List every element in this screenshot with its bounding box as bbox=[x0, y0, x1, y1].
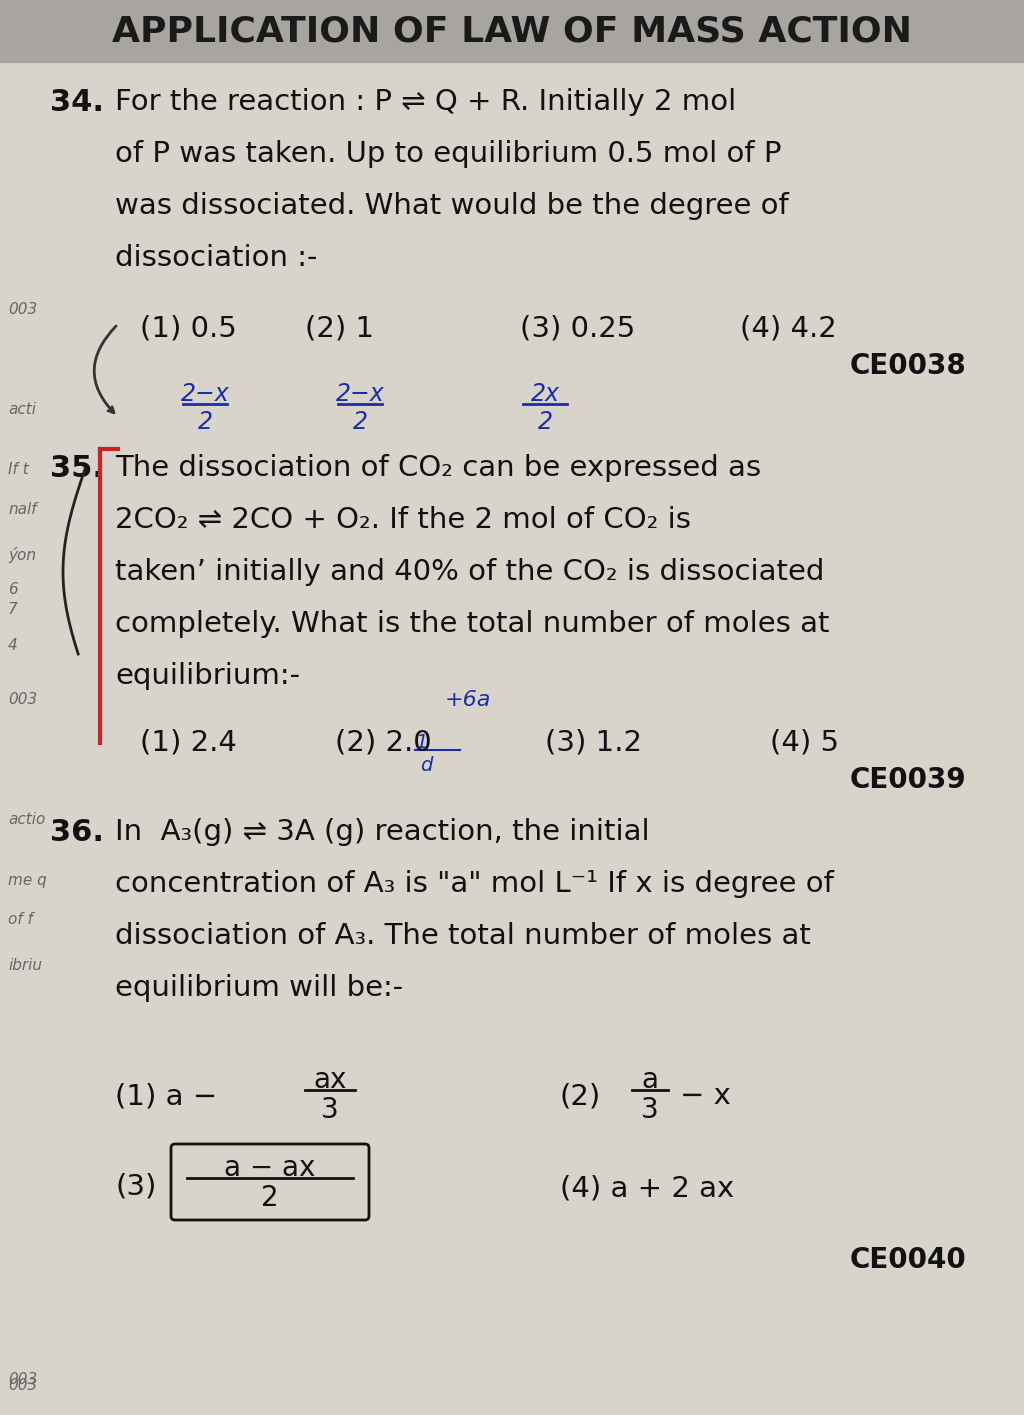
Text: The dissociation of CO₂ can be expressed as: The dissociation of CO₂ can be expressed… bbox=[115, 454, 761, 483]
Text: ýon: ýon bbox=[8, 548, 36, 563]
Text: (1) a −: (1) a − bbox=[115, 1082, 217, 1109]
Text: dissociation :-: dissociation :- bbox=[115, 243, 317, 272]
Text: (2) 2.0: (2) 2.0 bbox=[335, 727, 432, 756]
Text: equilibrium will be:-: equilibrium will be:- bbox=[115, 974, 403, 1002]
Text: 36.: 36. bbox=[50, 818, 104, 848]
Text: 2x: 2x bbox=[530, 382, 559, 406]
Text: 003: 003 bbox=[8, 692, 37, 708]
Text: was dissociated. What would be the degree of: was dissociated. What would be the degre… bbox=[115, 192, 788, 219]
Text: (4) 4.2: (4) 4.2 bbox=[740, 314, 837, 342]
Text: (2) 1: (2) 1 bbox=[305, 314, 374, 342]
Text: (1) 0.5: (1) 0.5 bbox=[140, 314, 237, 342]
Text: CE0038: CE0038 bbox=[850, 352, 967, 381]
Text: (3) 1.2: (3) 1.2 bbox=[545, 727, 642, 756]
Text: 2−x: 2−x bbox=[336, 382, 384, 406]
Text: a − ax: a − ax bbox=[224, 1155, 315, 1182]
Text: of f: of f bbox=[8, 913, 33, 927]
Text: 003: 003 bbox=[8, 1373, 37, 1388]
Text: me q: me q bbox=[8, 873, 47, 887]
Text: (4) 5: (4) 5 bbox=[770, 727, 839, 756]
Text: 2: 2 bbox=[538, 410, 553, 434]
Text: dissociation of A₃. The total number of moles at: dissociation of A₃. The total number of … bbox=[115, 923, 811, 949]
Text: (1) 2.4: (1) 2.4 bbox=[140, 727, 237, 756]
Text: 2−x: 2−x bbox=[180, 382, 229, 406]
Text: a: a bbox=[641, 1065, 658, 1094]
Text: − x: − x bbox=[680, 1082, 731, 1109]
Text: 3: 3 bbox=[322, 1097, 339, 1124]
Text: 3: 3 bbox=[641, 1097, 658, 1124]
Text: nalf: nalf bbox=[8, 502, 37, 518]
Text: (3): (3) bbox=[115, 1172, 157, 1200]
Text: taken’ initially and 40% of the CO₂ is dissociated: taken’ initially and 40% of the CO₂ is d… bbox=[115, 558, 824, 586]
Text: If t: If t bbox=[8, 463, 29, 477]
Text: APPLICATION OF LAW OF MASS ACTION: APPLICATION OF LAW OF MASS ACTION bbox=[112, 14, 912, 48]
Text: equilibrium:-: equilibrium:- bbox=[115, 662, 300, 691]
Text: completely. What is the total number of moles at: completely. What is the total number of … bbox=[115, 610, 829, 638]
Text: CE0039: CE0039 bbox=[850, 766, 967, 794]
Text: (2): (2) bbox=[560, 1082, 601, 1109]
Text: acti: acti bbox=[8, 402, 36, 417]
Text: ibriu: ibriu bbox=[8, 958, 42, 972]
Text: +6a: +6a bbox=[445, 691, 492, 710]
Text: 2CO₂ ⇌ 2CO + O₂. If the 2 mol of CO₂ is: 2CO₂ ⇌ 2CO + O₂. If the 2 mol of CO₂ is bbox=[115, 507, 691, 533]
Text: of P was taken. Up to equilibrium 0.5 mol of P: of P was taken. Up to equilibrium 0.5 mo… bbox=[115, 140, 781, 168]
Text: 1: 1 bbox=[415, 733, 427, 751]
Text: 2: 2 bbox=[198, 410, 213, 434]
Bar bbox=[0, 0, 1024, 62]
Text: 35.: 35. bbox=[50, 454, 104, 483]
Text: actio: actio bbox=[8, 812, 45, 828]
Text: 2: 2 bbox=[261, 1184, 279, 1213]
Text: 003: 003 bbox=[8, 303, 37, 317]
Text: 6: 6 bbox=[8, 583, 17, 597]
Text: concentration of A₃ is "a" mol L⁻¹ If x is degree of: concentration of A₃ is "a" mol L⁻¹ If x … bbox=[115, 870, 834, 899]
Text: 2: 2 bbox=[352, 410, 368, 434]
Text: CE0040: CE0040 bbox=[850, 1247, 967, 1274]
Text: ax: ax bbox=[313, 1065, 347, 1094]
Text: 4: 4 bbox=[8, 638, 17, 652]
Text: 003: 003 bbox=[8, 1377, 37, 1392]
Text: 7: 7 bbox=[8, 603, 17, 617]
Text: For the reaction : P ⇌ Q + R. Initially 2 mol: For the reaction : P ⇌ Q + R. Initially … bbox=[115, 88, 736, 116]
Text: 34.: 34. bbox=[50, 88, 104, 117]
Text: (4) a + 2 ax: (4) a + 2 ax bbox=[560, 1174, 734, 1201]
Text: In  A₃(g) ⇌ 3A (g) reaction, the initial: In A₃(g) ⇌ 3A (g) reaction, the initial bbox=[115, 818, 649, 846]
Text: d: d bbox=[420, 756, 432, 775]
Text: (3) 0.25: (3) 0.25 bbox=[520, 314, 635, 342]
